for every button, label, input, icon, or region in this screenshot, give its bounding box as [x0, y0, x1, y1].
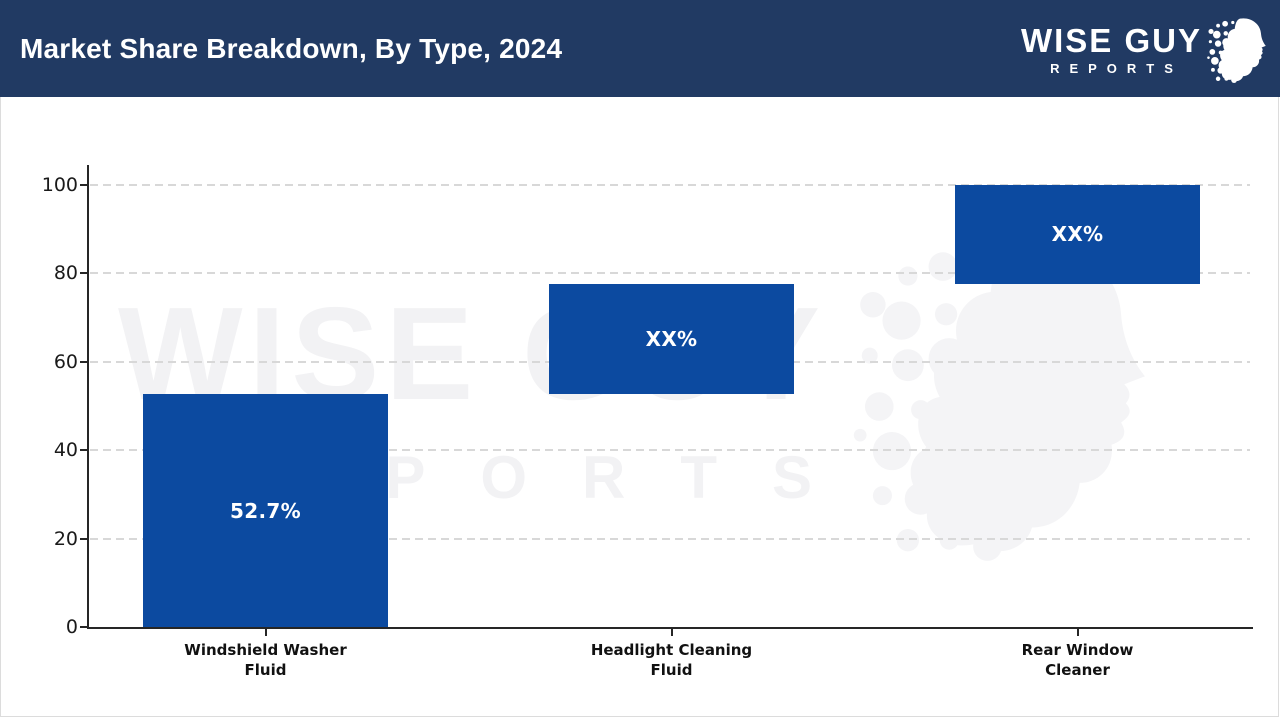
logo-head-icon	[1207, 18, 1266, 83]
y-tick-mark-20	[80, 537, 88, 540]
logo-text: WISE GUY REPORTS	[1020, 22, 1202, 77]
x-category-label-line: Rear Window	[1021, 641, 1134, 659]
bar-segment-0: 52.7%	[143, 394, 388, 627]
x-tick-mark-1	[670, 629, 673, 636]
gridline-20	[90, 537, 1250, 540]
x-tick-mark-0	[264, 629, 267, 636]
bar-segment-2: XX%	[955, 185, 1200, 284]
page-title: Market Share Breakdown, By Type, 2024	[20, 32, 563, 64]
bar-value-label: 52.7%	[230, 498, 301, 523]
x-axis-line	[88, 627, 1253, 629]
gridline-80	[90, 272, 1250, 275]
x-category-label-line: Headlight Cleaning	[590, 641, 753, 659]
bar-segment-1: XX%	[549, 283, 794, 395]
y-tick-label-20: 20	[53, 527, 78, 550]
bar-value-label: XX%	[1051, 222, 1104, 247]
x-tick-mark-2	[1076, 629, 1079, 636]
x-category-label-line: Cleaner	[1045, 661, 1110, 679]
logo-subtitle: REPORTS	[1050, 61, 1183, 76]
x-category-label-line: Windshield Washer	[184, 641, 347, 659]
bar-value-label: XX%	[645, 326, 698, 351]
gridline-40	[90, 449, 1250, 452]
logo-wordmark: WISE GUY	[1020, 22, 1202, 59]
header-bar: Market Share Breakdown, By Type, 2024 WI…	[0, 0, 1280, 97]
y-tick-label-100: 100	[41, 174, 78, 196]
gridline-100	[90, 184, 1250, 186]
y-tick-mark-0	[80, 626, 88, 628]
x-category-label-line: Fluid	[244, 661, 287, 679]
x-category-label-0: Windshield Washer Fluid	[106, 640, 426, 680]
y-tick-mark-60	[80, 360, 88, 363]
y-axis-line	[87, 165, 89, 629]
x-category-label-1: Headlight Cleaning Fluid	[512, 640, 832, 680]
y-tick-label-80: 80	[53, 262, 78, 285]
x-category-label-2: Rear Window Cleaner	[918, 640, 1238, 680]
y-tick-label-60: 60	[53, 350, 78, 373]
y-tick-label-40: 40	[53, 439, 78, 462]
y-tick-mark-80	[80, 272, 88, 275]
y-tick-mark-40	[80, 449, 88, 452]
y-tick-label-0: 0	[65, 616, 78, 638]
plot-area: 52.7% XX% XX%	[88, 165, 1253, 627]
y-tick-mark-100	[80, 184, 88, 186]
x-category-label-line: Fluid	[650, 661, 693, 679]
wise-guy-logo: WISE GUY REPORTS	[1021, 8, 1268, 92]
